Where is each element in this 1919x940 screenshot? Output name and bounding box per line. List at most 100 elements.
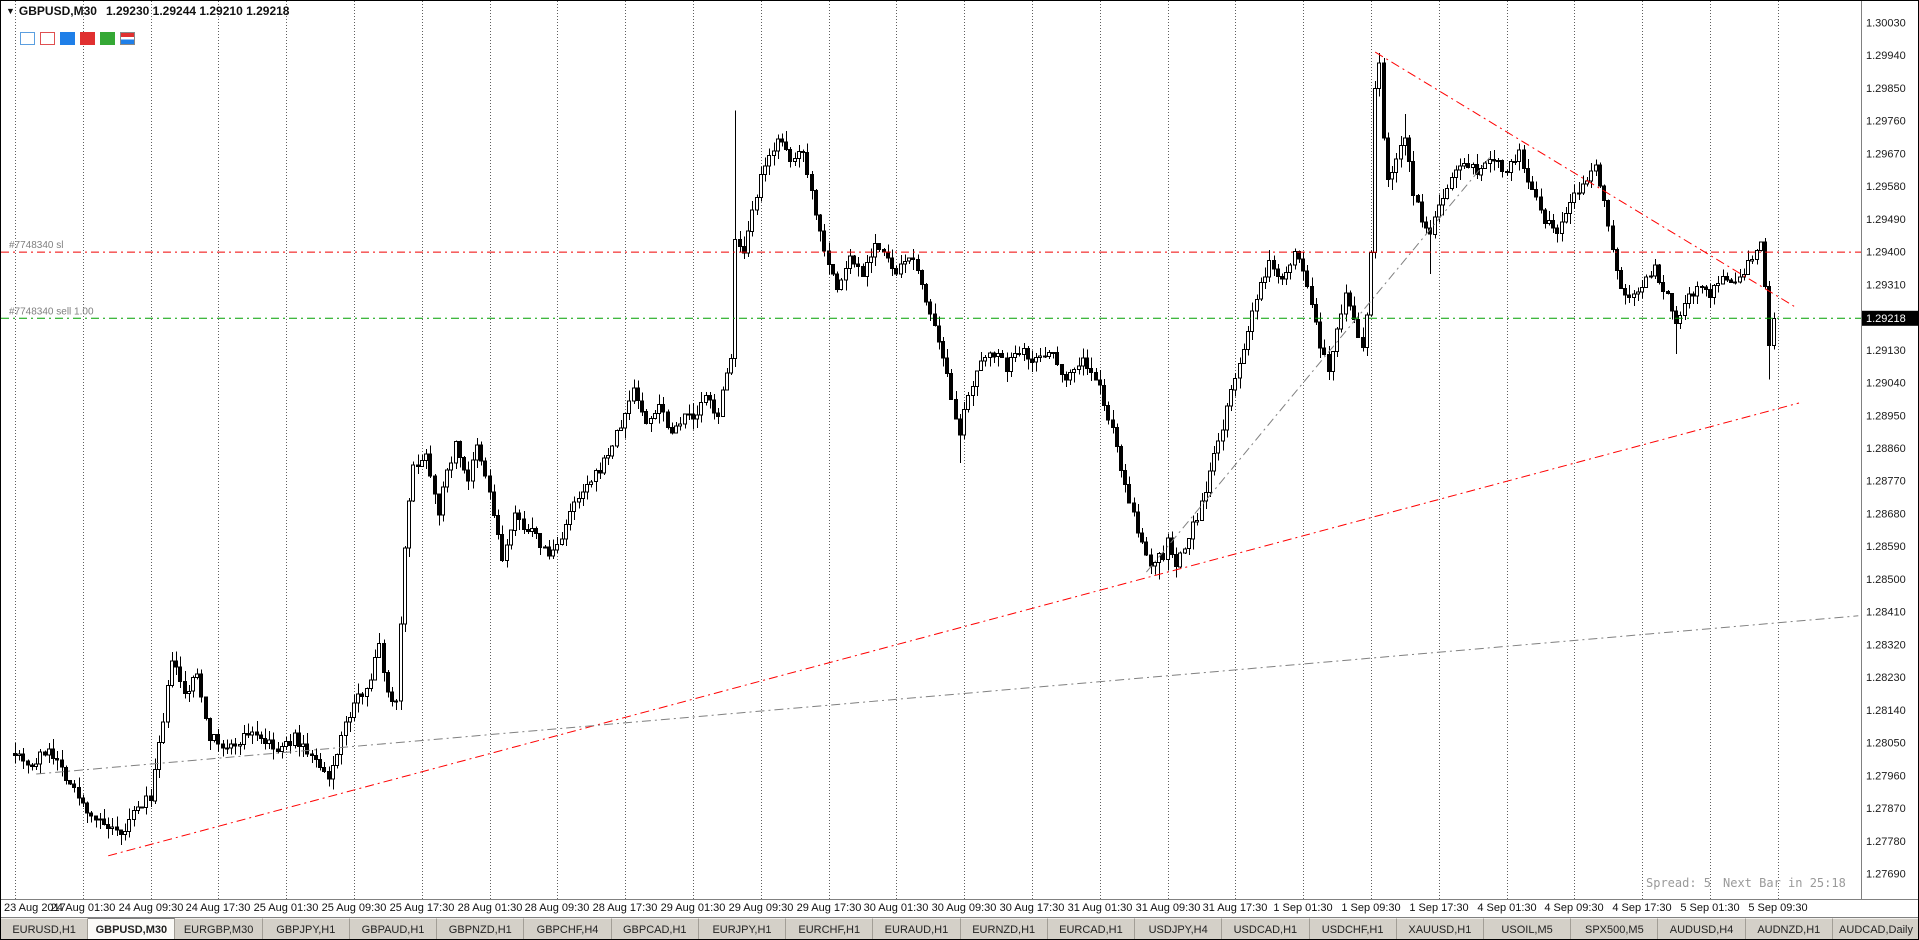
time-axis-label: 1 Sep 17:30: [1409, 902, 1469, 914]
trendlines[interactable]: [36, 51, 1859, 857]
red-blue-flag-icon[interactable]: [120, 32, 135, 45]
price-axis-label: 1.29310: [1866, 279, 1906, 291]
stop-loss-line-label: #7748340 sl: [9, 240, 64, 251]
time-axis-label: 31 Aug 17:30: [1202, 902, 1268, 914]
price-axis-label: 1.28140: [1866, 705, 1906, 717]
chart-tabs-bar: EURUSD,H1 GBPUSD,M30 EURGBP,M30 GBPJPY,H1 GB…: [1, 917, 1918, 939]
chart-tab-eurnzd-h1[interactable]: EURNZD,H1: [960, 918, 1048, 939]
chart-tab-eurchf-h1[interactable]: EURCHF,H1: [786, 918, 874, 939]
chart-tab-spx500-m5[interactable]: SPX500,M5: [1571, 918, 1659, 939]
price-axis-label: 1.27780: [1866, 836, 1906, 848]
time-axis-label: 31 Aug 09:30: [1135, 902, 1201, 914]
price-axis-label: 1.29040: [1866, 378, 1906, 390]
time-axis-label: 25 Aug 17:30: [389, 902, 455, 914]
time-axis[interactable]: 23 Aug 2017 24 Aug 01:30 24 Aug 09:30 24 Au…: [1, 899, 1918, 917]
chart-tab-eurusd-h1[interactable]: EURUSD,H1: [1, 918, 89, 939]
descending-resistance-red[interactable]: [1374, 51, 1796, 308]
chart-tab-eurcad-h1[interactable]: EURCAD,H1: [1047, 918, 1136, 939]
chart-tab-gbpcad-h1[interactable]: GBPCAD,H1: [611, 918, 699, 939]
steep-trend-gray[interactable]: [1146, 157, 1490, 573]
spread-label: Spread: 5: [1646, 876, 1711, 890]
red-outline-square-icon[interactable]: [40, 32, 55, 45]
time-axis-label: 29 Aug 01:30: [660, 902, 726, 914]
time-axis-label: 30 Aug 09:30: [931, 902, 997, 914]
time-axis-label: 4 Sep 17:30: [1612, 902, 1672, 914]
chart-tab-xauusd-h1[interactable]: XAUUSD,H1: [1396, 918, 1484, 939]
green-square-icon[interactable]: [100, 32, 115, 45]
price-axis-label: 1.28590: [1866, 541, 1906, 553]
time-axis-label: 30 Aug 17:30: [999, 902, 1065, 914]
chart-tab-usdcad-h1[interactable]: USDCAD,H1: [1222, 918, 1310, 939]
current-price-tag: [1862, 310, 1918, 326]
time-axis-label: 23 Aug 2017: [4, 902, 66, 914]
chart-tab-audcad-daily[interactable]: AUDCAD,Daily: [1832, 918, 1918, 939]
chart-tab-usdjpy-h4[interactable]: USDJPY,H4: [1135, 918, 1223, 939]
candlestick-chart[interactable]: #7748340 sl #7748340 sell 1.00 Spread: 5 Ne…: [1, 1, 1919, 899]
price-axis-label: 1.28500: [1866, 574, 1906, 586]
chart-tab-usdchf-h1[interactable]: USDCHF,H1: [1309, 918, 1397, 939]
rising-support-red[interactable]: [108, 402, 1800, 857]
price-axis-label: 1.29580: [1866, 181, 1906, 193]
next-bar-timer: Next Bar in 25:18: [1723, 876, 1846, 890]
time-axis-label: 28 Aug 17:30: [592, 902, 658, 914]
chart-tab-euraud-h1[interactable]: EURAUD,H1: [873, 918, 961, 939]
ohlc-values: 1.29230 1.29244 1.29210 1.29218: [105, 4, 290, 18]
price-axis-label: 1.28950: [1866, 410, 1906, 422]
time-axis-label: 24 Aug 17:30: [185, 902, 251, 914]
chart-tab-gbpaud-h1[interactable]: GBPAUD,H1: [349, 918, 438, 939]
price-axis-label: 1.28410: [1866, 607, 1906, 619]
time-axis-label: 31 Aug 01:30: [1067, 902, 1133, 914]
price-axis-label: 1.28860: [1866, 443, 1906, 455]
current-price-value: 1.29218: [1866, 313, 1906, 325]
chart-object-toolbar: [20, 32, 135, 45]
status-text: Spread: 5 Next Bar in 25:18: [1646, 876, 1846, 890]
price-axis[interactable]: 1.30030 1.29940 1.29850 1.29760 1.29670 1.295…: [1861, 1, 1919, 899]
price-axis-label: 1.27690: [1866, 869, 1906, 881]
price-axis-label: 1.30030: [1866, 18, 1906, 30]
chart-area[interactable]: #7748340 sl #7748340 sell 1.00 Spread: 5 Ne…: [1, 1, 1919, 899]
price-axis-label: 1.29940: [1866, 50, 1906, 62]
chart-tab-gbpnzd-h1[interactable]: GBPNZD,H1: [437, 918, 525, 939]
chart-tab-usoil-m5[interactable]: USOIL,M5: [1483, 918, 1572, 939]
time-axis-label: 24 Aug 09:30: [118, 902, 184, 914]
candlestick-series: [13, 52, 1776, 845]
price-axis-label: 1.29670: [1866, 148, 1906, 160]
blue-outline-square-icon[interactable]: [20, 32, 35, 45]
price-axis-label: 1.28050: [1866, 738, 1906, 750]
price-axis-label: 1.28230: [1866, 672, 1906, 684]
shallow-trend-gray[interactable]: [36, 615, 1859, 775]
time-axis-label: 29 Aug 09:30: [728, 902, 794, 914]
open-sell-line-label: #7748340 sell 1.00: [9, 306, 94, 317]
price-axis-label: 1.29850: [1866, 83, 1906, 95]
price-axis-label: 1.27870: [1866, 803, 1906, 815]
price-axis-label: 1.29760: [1866, 116, 1906, 128]
chart-tab-gbpchf-h4[interactable]: GBPCHF,H4: [524, 918, 612, 939]
time-axis-label: 28 Aug 01:30: [457, 902, 523, 914]
price-axis-label: 1.28770: [1866, 476, 1906, 488]
red-square-icon[interactable]: [80, 32, 95, 45]
blue-square-icon[interactable]: [60, 32, 75, 45]
price-axis-label: 1.29400: [1866, 247, 1906, 259]
time-axis-label: 28 Aug 09:30: [524, 902, 590, 914]
time-axis-label: 29 Aug 17:30: [796, 902, 862, 914]
time-axis-label: 24 Aug 01:30: [50, 902, 116, 914]
time-axis-label: 1 Sep 01:30: [1273, 902, 1333, 914]
order-lines[interactable]: #7748340 sl #7748340 sell 1.00: [1, 240, 1861, 319]
time-axis-label: 25 Aug 01:30: [253, 902, 319, 914]
chart-tab-gbpusd-m30[interactable]: GBPUSD,M30: [88, 918, 176, 939]
time-axis-label: 5 Sep 09:30: [1748, 902, 1808, 914]
price-axis-label: 1.28320: [1866, 639, 1906, 651]
chart-title: ▼ GBPUSD,M30 1.29230 1.29244 1.29210 1.292…: [6, 4, 289, 18]
chart-tab-eurgbp-m30[interactable]: EURGBP,M30: [175, 918, 263, 939]
collapse-arrow-icon[interactable]: ▼: [6, 6, 15, 16]
chart-tab-audusd-h4[interactable]: AUDUSD,H4: [1658, 918, 1746, 939]
chart-tab-eurjpy-h1[interactable]: EURJPY,H1: [698, 918, 787, 939]
time-axis-label: 4 Sep 01:30: [1477, 902, 1537, 914]
chart-tab-gbpjpy-h1[interactable]: GBPJPY,H1: [262, 918, 350, 939]
time-axis-label: 4 Sep 09:30: [1544, 902, 1604, 914]
price-axis-label: 1.28680: [1866, 509, 1906, 521]
price-axis-label: 1.29490: [1866, 214, 1906, 226]
chart-tab-audnzd-h1[interactable]: AUDNZD,H1: [1745, 918, 1833, 939]
price-axis-label: 1.29130: [1866, 345, 1906, 357]
time-axis-label: 30 Aug 01:30: [863, 902, 929, 914]
